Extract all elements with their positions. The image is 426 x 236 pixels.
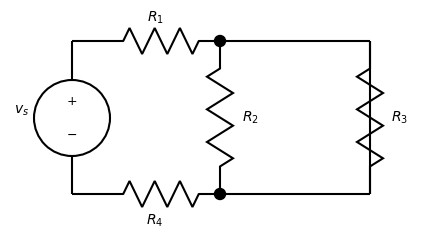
Text: $-$: $-$ bbox=[66, 127, 78, 140]
Text: $v_s$: $v_s$ bbox=[14, 104, 29, 118]
Text: $R_2$: $R_2$ bbox=[241, 110, 258, 126]
Text: $R_3$: $R_3$ bbox=[391, 110, 408, 126]
Circle shape bbox=[214, 35, 225, 46]
Text: $R_1$: $R_1$ bbox=[146, 10, 163, 26]
Text: $R_4$: $R_4$ bbox=[146, 213, 163, 229]
Circle shape bbox=[214, 189, 225, 199]
Text: $+$: $+$ bbox=[66, 96, 78, 109]
